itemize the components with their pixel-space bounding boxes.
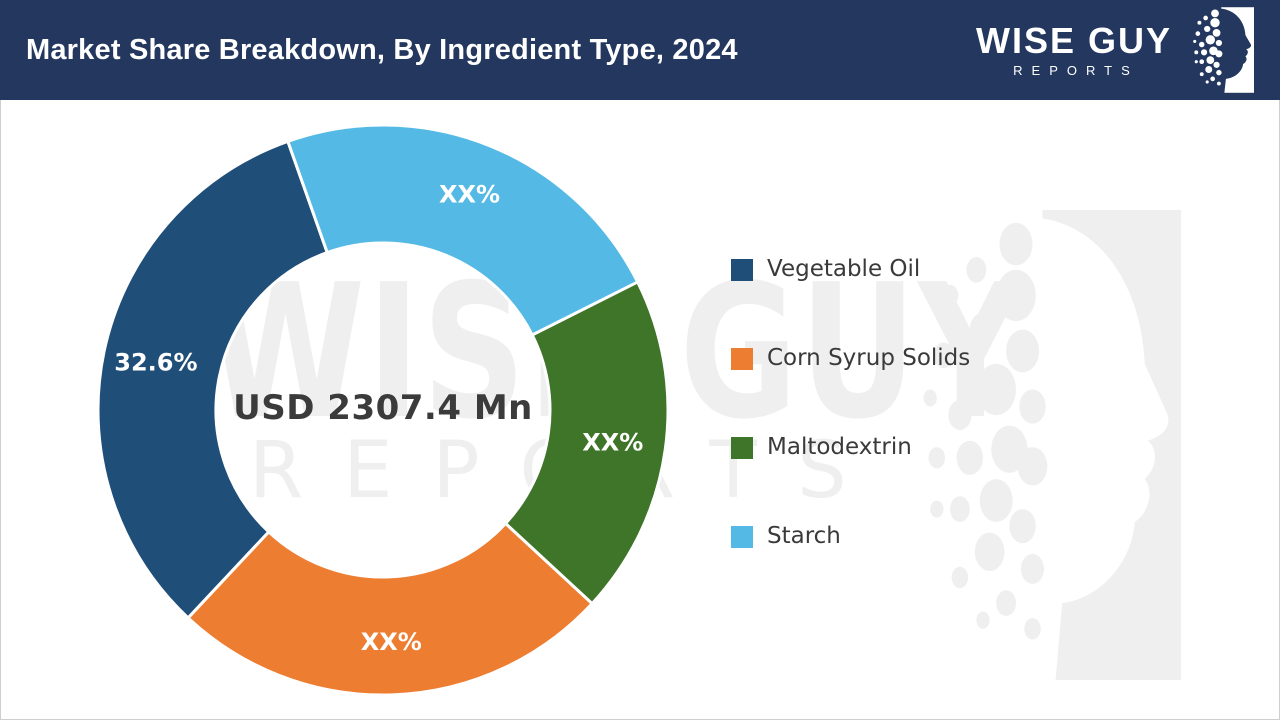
slice-label-starch: XX% — [439, 181, 500, 209]
donut-slice-starch — [285, 123, 640, 337]
donut-chart: 32.6% XX% XX% XX% — [96, 123, 670, 697]
donut-slice-maltodextrin — [503, 279, 670, 606]
header-bar: Market Share Breakdown, By Ingredient Ty… — [0, 0, 1280, 100]
wiseguy-logo: WISE GUY REPORTS — [976, 7, 1254, 93]
legend-item-corn-syrup-solids: Corn Syrup Solids — [731, 347, 970, 370]
page-title: Market Share Breakdown, By Ingredient Ty… — [26, 33, 738, 66]
legend-swatch-vegetable-oil — [731, 258, 753, 281]
slice-label-vegetable-oil: 32.6% — [114, 348, 197, 376]
chart-area: WISE GUY REPORTS 32.6%XX%XX%XX% USD 2307… — [0, 100, 1280, 720]
chart-center-value: USD 2307.4 Mn — [233, 388, 533, 428]
legend-label-starch: Starch — [767, 523, 841, 549]
legend-label-vegetable-oil: Vegetable Oil — [767, 256, 921, 282]
donut-slice-corn-syrup-solids — [186, 521, 595, 697]
legend-label-maltodextrin: Maltodextrin — [767, 434, 912, 460]
slice-label-corn-syrup-solids: XX% — [361, 628, 422, 656]
legend-swatch-starch — [731, 525, 753, 548]
donut-slice-vegetable-oil — [96, 139, 330, 621]
slice-label-maltodextrin: XX% — [582, 428, 643, 456]
legend-item-starch: Starch — [731, 525, 970, 548]
legend-label-corn-syrup-solids: Corn Syrup Solids — [767, 345, 971, 371]
chart-legend: Vegetable Oil Corn Syrup Solids Maltodextr… — [731, 258, 970, 548]
legend-swatch-corn-syrup-solids — [731, 347, 753, 370]
logo-text: WISE GUY REPORTS — [975, 19, 1172, 78]
legend-item-vegetable-oil: Vegetable Oil — [731, 258, 970, 281]
logo-wordmark: WISE GUY — [975, 19, 1172, 61]
legend-item-maltodextrin: Maltodextrin — [731, 436, 970, 459]
legend-swatch-maltodextrin — [731, 436, 753, 459]
logo-dots-head-icon — [1176, 7, 1254, 93]
logo-subtext: REPORTS — [1013, 62, 1139, 78]
